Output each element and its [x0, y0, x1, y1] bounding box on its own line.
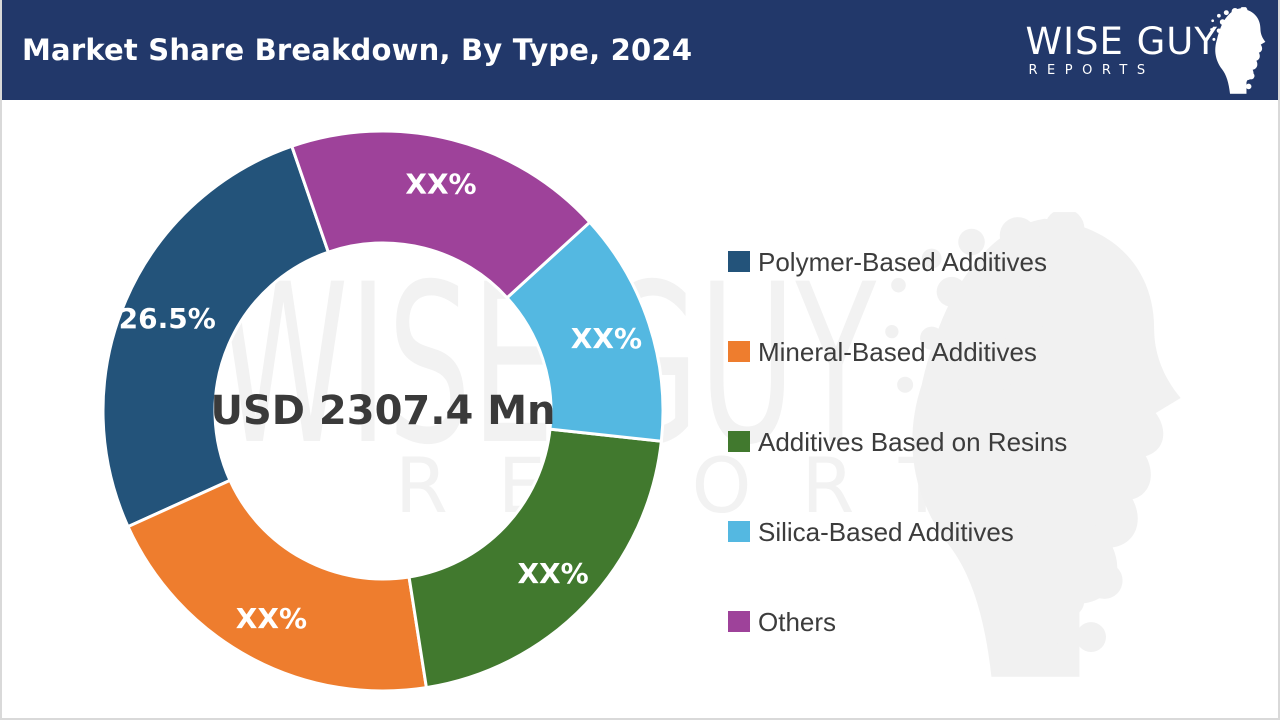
slice-label-1: 26.5% [119, 302, 216, 335]
legend-label: Additives Based on Resins [758, 426, 1068, 457]
legend-swatch [728, 521, 750, 542]
legend-item-polymer: Polymer-Based Additives [728, 246, 1067, 277]
legend-item-mineral: Mineral-Based Additives [728, 336, 1067, 367]
donut-center-value: USD 2307.4 Mn [211, 388, 556, 434]
donut-chart: 26.5% XX% XX% XX% XX% USD 2307.4 Mn [101, 129, 665, 693]
brand-subname: REPORTS [1028, 63, 1155, 78]
legend-item-silica: Silica-Based Additives [728, 516, 1067, 547]
header: Market Share Breakdown, By Type, 2024 WI… [0, 0, 1280, 100]
brand-logo: WISE GUY REPORTS [1026, 7, 1266, 94]
slice-label-3: XX% [517, 557, 588, 590]
legend-label: Mineral-Based Additives [758, 336, 1037, 367]
brand-name: WISE GUY [1025, 20, 1218, 63]
donut-slice-1 [101, 144, 331, 529]
legend-item-resins: Additives Based on Resins [728, 426, 1068, 457]
legend-swatch [728, 341, 750, 362]
legend-label: Others [758, 606, 837, 637]
legend-swatch [728, 611, 750, 632]
legend-swatch [728, 251, 750, 272]
slice-label-4: XX% [571, 322, 642, 355]
legend-label: Polymer-Based Additives [758, 246, 1048, 277]
legend-item-others: Others [728, 606, 1067, 637]
donut-slice-3 [407, 427, 664, 690]
legend-swatch [728, 431, 750, 452]
legend-label: Silica-Based Additives [758, 516, 1014, 547]
legend: Polymer-Based Additives Mineral-Based Ad… [728, 246, 1068, 701]
donut-slice-5 [289, 129, 592, 300]
donut-slice-2 [126, 478, 429, 693]
slice-label-2: XX% [236, 602, 307, 635]
slice-label-5: XX% [405, 167, 476, 200]
page-title: Market Share Breakdown, By Type, 2024 [22, 33, 693, 67]
